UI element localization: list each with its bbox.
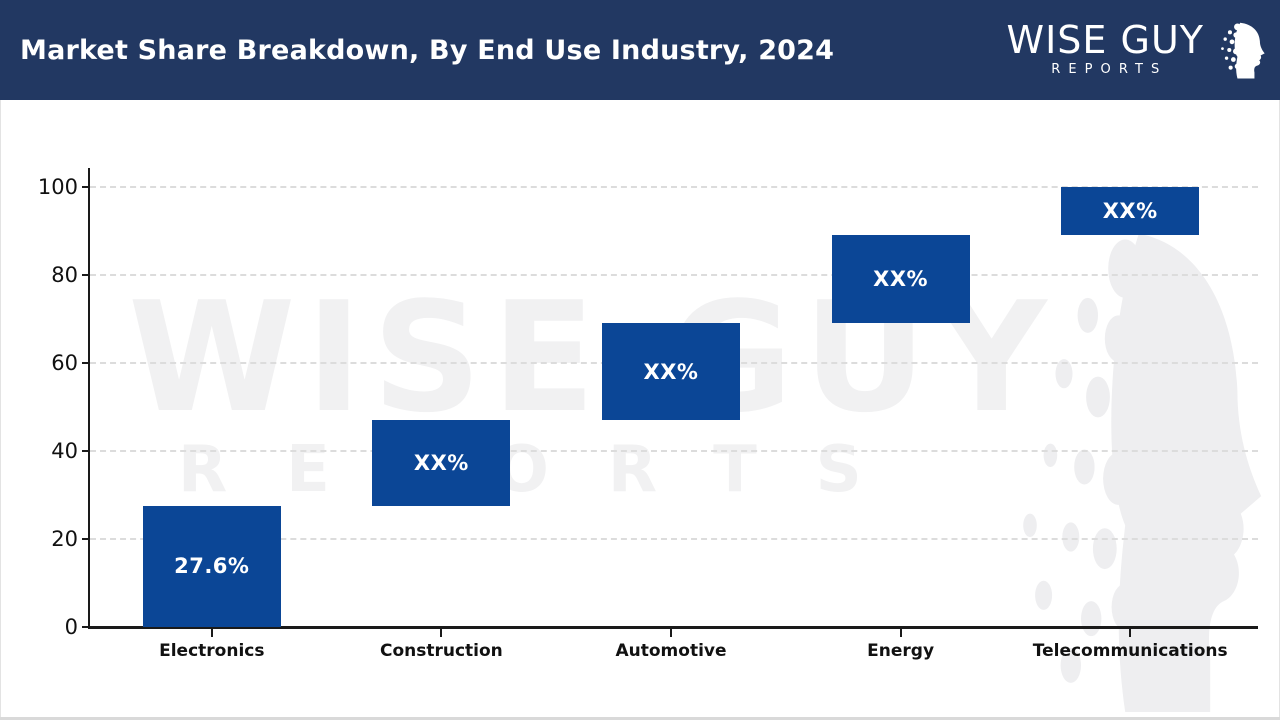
- wise-guy-logo: WISE GUY REPORTS: [1007, 6, 1266, 94]
- x-category-label: Construction: [379, 641, 503, 661]
- gridline-40: [90, 450, 1258, 452]
- bar-value-label: XX%: [643, 359, 699, 384]
- bar-value-label: 27.6%: [174, 554, 250, 579]
- y-tick-label: 0: [64, 615, 78, 639]
- x-tick-mark: [670, 629, 672, 637]
- bar-electronics: 27.6%: [142, 505, 281, 627]
- watermark-face-icon: [1023, 233, 1262, 712]
- x-category-label: Energy: [867, 641, 935, 661]
- header-bar: Market Share Breakdown, By End Use Indus…: [0, 0, 1280, 100]
- bar-automotive: XX%: [602, 323, 740, 421]
- y-tick-mark: [82, 274, 90, 276]
- x-category-label: Telecommunications: [1032, 641, 1228, 661]
- bar-construction: XX%: [372, 420, 511, 506]
- gridline-80: [90, 274, 1258, 276]
- chart-title: Market Share Breakdown, By End Use Indus…: [20, 34, 835, 66]
- y-axis-spine: [88, 168, 90, 629]
- logo-text: WISE GUY REPORTS: [1007, 20, 1204, 77]
- y-tick-mark: [82, 538, 90, 540]
- bar-telecommunications: XX%: [1061, 187, 1200, 236]
- bar-value-label: XX%: [413, 450, 469, 475]
- logo-reports: REPORTS: [1051, 62, 1168, 77]
- watermark-reports: REPORTS: [178, 433, 921, 507]
- gridline-100: [90, 186, 1258, 188]
- logo-wise-guy: WISE GUY: [1006, 18, 1204, 62]
- y-tick-label: 80: [51, 263, 78, 287]
- y-tick-mark: [82, 362, 90, 364]
- y-tick-label: 60: [51, 351, 78, 375]
- y-tick-mark: [82, 450, 90, 452]
- x-tick-mark: [440, 629, 443, 637]
- bar-value-label: XX%: [873, 267, 929, 292]
- x-category-label: Electronics: [159, 641, 265, 661]
- logo-face-icon: [1221, 22, 1265, 79]
- gridline-20: [90, 538, 1258, 540]
- y-tick-mark: [82, 186, 90, 188]
- bar-value-label: XX%: [1102, 199, 1158, 224]
- y-tick-label: 100: [37, 175, 78, 199]
- x-axis-spine: [88, 626, 1258, 629]
- y-tick-mark: [82, 626, 90, 628]
- x-tick-mark: [899, 629, 902, 637]
- x-category-label: Automotive: [615, 641, 727, 661]
- y-tick-label: 40: [51, 439, 78, 463]
- x-tick-mark: [1129, 629, 1132, 637]
- y-tick-label: 20: [51, 527, 78, 551]
- bottom-divider: [0, 717, 1280, 720]
- chart-frame: [0, 100, 1280, 717]
- x-tick-mark: [210, 629, 213, 637]
- bar-energy: XX%: [831, 235, 970, 324]
